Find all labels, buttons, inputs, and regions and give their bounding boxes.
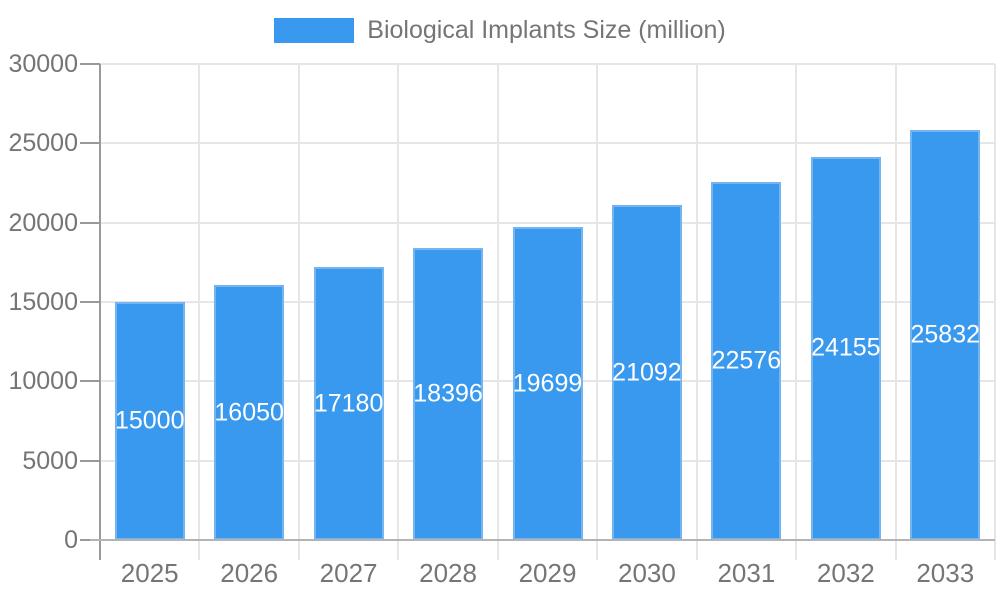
bar-2031[interactable]: 22576 (711, 181, 782, 540)
bar-2030[interactable]: 21092 (611, 205, 682, 540)
bar-value-label: 25832 (910, 320, 981, 349)
bar-value-label: 24155 (811, 333, 881, 362)
gridline-vertical (496, 64, 499, 560)
bar-value-label: 15000 (114, 406, 185, 435)
y-axis-tick (80, 301, 100, 303)
y-axis-tick (80, 380, 100, 383)
y-axis-label: 10000 (8, 367, 78, 396)
y-axis-tick (80, 221, 100, 224)
gridline-horizontal (100, 142, 995, 145)
y-axis-label: 5000 (22, 446, 78, 475)
y-axis-label: 15000 (8, 288, 78, 316)
bar-value-label: 16050 (214, 398, 284, 427)
bar-value-label: 19699 (512, 369, 583, 398)
bar-value-label: 17180 (313, 389, 384, 418)
gridline-vertical (894, 64, 897, 560)
gridline-vertical (397, 64, 400, 560)
bar-value-label: 18396 (413, 379, 483, 408)
gridline-horizontal (100, 221, 995, 224)
gridline-vertical (994, 64, 996, 560)
plot-area: 15000 16050 17180 18396 19699 21092 22576 24155… (100, 63, 996, 560)
x-axis-line (90, 539, 995, 541)
y-axis-tick (80, 459, 100, 462)
y-axis-line (99, 64, 101, 560)
bar-2026[interactable]: 16050 (214, 285, 285, 540)
bar-2027[interactable]: 17180 (313, 267, 384, 540)
y-axis-label: 30000 (8, 50, 78, 78)
x-axis-label: 2032 (816, 558, 875, 588)
gridline-horizontal (100, 63, 995, 65)
gridline-vertical (596, 64, 599, 560)
legend-label: Biological Implants Size (million) (367, 16, 726, 44)
y-axis-tick (80, 142, 100, 145)
bar-2033[interactable]: 25832 (910, 130, 981, 540)
gridline-vertical (198, 64, 201, 560)
bar-value-label: 21092 (612, 358, 682, 387)
x-axis-label: 2029 (518, 558, 577, 588)
x-axis-label: 2031 (717, 558, 776, 588)
gridline-vertical (297, 64, 300, 560)
legend[interactable]: Biological Implants Size (million) (0, 16, 1000, 45)
x-axis-label: 2030 (618, 558, 676, 588)
x-axis-label: 2026 (220, 558, 279, 588)
bar-2028[interactable]: 18396 (413, 248, 484, 540)
bar-2032[interactable]: 24155 (810, 156, 881, 540)
legend-swatch (274, 18, 355, 43)
x-axis-label: 2033 (916, 558, 975, 588)
y-axis-label: 25000 (8, 129, 78, 158)
bar-2025[interactable]: 15000 (114, 302, 185, 540)
y-axis-label: 20000 (8, 208, 78, 237)
y-axis-tick (80, 63, 100, 65)
bar-2029[interactable]: 19699 (512, 227, 583, 540)
bar-value-label: 22576 (711, 346, 782, 375)
x-axis-label: 2027 (319, 558, 378, 588)
x-axis-label: 2028 (419, 558, 477, 588)
gridline-vertical (795, 64, 798, 560)
gridline-vertical (695, 64, 698, 560)
y-axis-label: 0 (64, 526, 78, 554)
x-axis-label: 2025 (120, 558, 179, 588)
